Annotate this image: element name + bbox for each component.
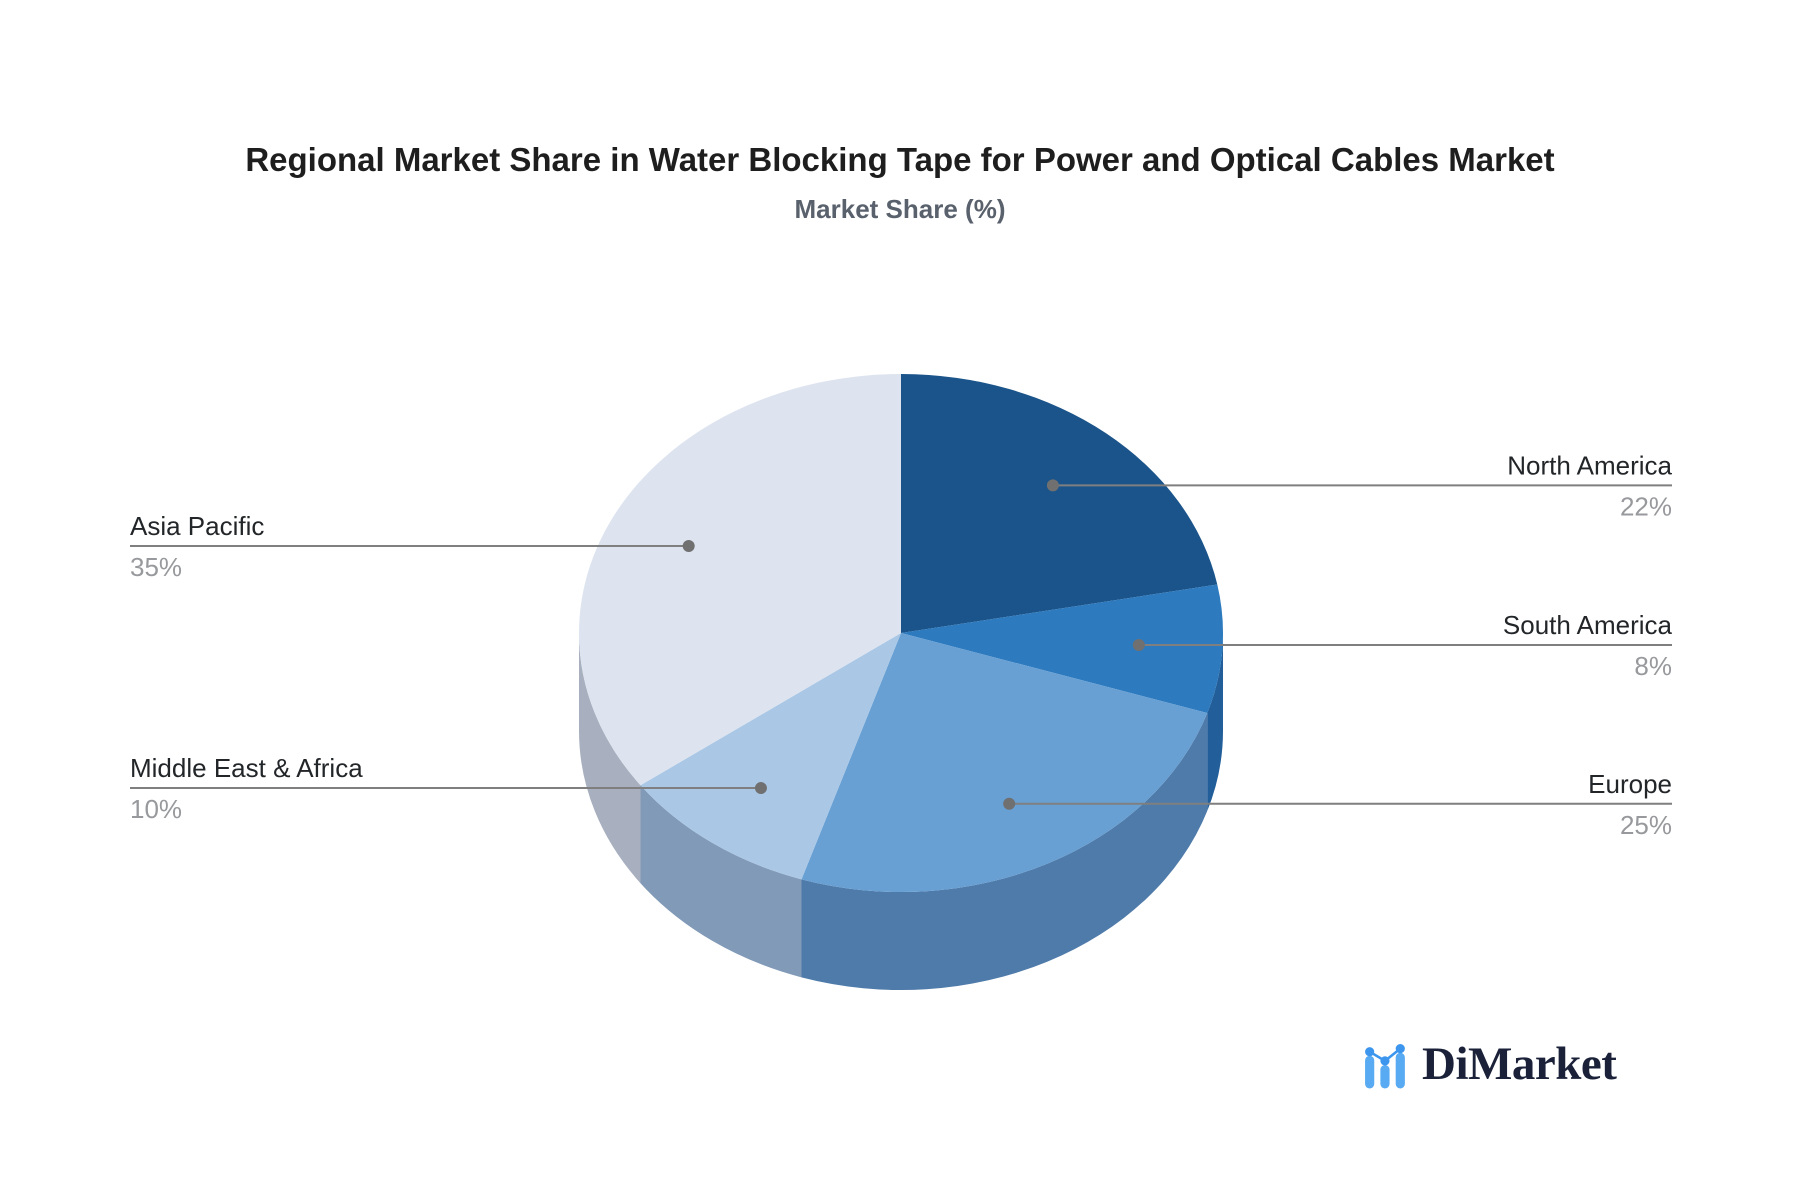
slice-label-south-america: South America	[1503, 610, 1673, 640]
slice-value-north-america: 22%	[1620, 491, 1672, 521]
brand-name: DiMarket	[1422, 1037, 1617, 1090]
pie-slice-side-south-america	[1207, 633, 1223, 812]
slice-value-europe: 25%	[1620, 810, 1672, 840]
chart-title: Regional Market Share in Water Blocking …	[245, 141, 1555, 178]
pie-slice-side-middle-east-africa	[640, 785, 802, 978]
pie-slice-south-america[interactable]	[901, 584, 1223, 714]
leader-dot-north-america	[1046, 479, 1059, 492]
leader-dot-asia-pacific	[682, 539, 695, 552]
pie-slice-europe[interactable]	[801, 633, 1208, 892]
pie-slice-north-america[interactable]	[901, 374, 1218, 633]
chart-subtitle: Market Share (%)	[794, 194, 1006, 224]
pie-slice-side-europe	[801, 713, 1208, 990]
pie-slice-side-asia-pacific	[579, 633, 641, 884]
bar-chart-logo-icon	[1365, 1044, 1405, 1089]
leader-dot-middle-east-africa	[754, 782, 767, 795]
slice-value-south-america: 8%	[1634, 651, 1672, 681]
pie-slice-asia-pacific[interactable]	[579, 374, 901, 786]
slice-value-middle-east-africa: 10%	[130, 794, 182, 824]
slice-label-middle-east-africa: Middle East & Africa	[130, 753, 363, 783]
leader-dot-south-america	[1132, 639, 1145, 652]
leader-dot-europe	[1003, 797, 1016, 810]
slice-label-north-america: North America	[1507, 450, 1672, 480]
slice-label-europe: Europe	[1588, 769, 1672, 799]
pie-slice-middle-east-africa[interactable]	[640, 633, 901, 880]
slice-label-asia-pacific: Asia Pacific	[130, 511, 264, 541]
brand-logo: DiMarket	[1362, 1037, 1617, 1094]
slice-value-asia-pacific: 35%	[130, 552, 182, 582]
